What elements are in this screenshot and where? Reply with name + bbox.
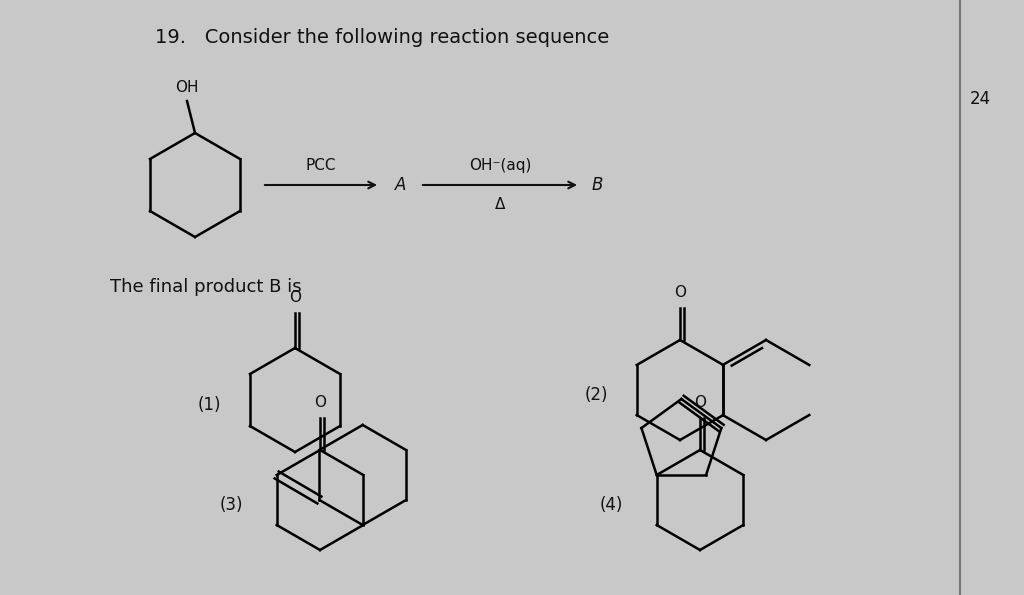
- Text: (4): (4): [600, 496, 624, 514]
- Text: B: B: [592, 176, 603, 194]
- Text: O: O: [314, 395, 326, 410]
- Text: O: O: [694, 395, 706, 410]
- Text: OH⁻(aq): OH⁻(aq): [469, 158, 531, 173]
- Text: OH: OH: [175, 80, 199, 95]
- Text: A: A: [395, 176, 407, 194]
- Text: O: O: [289, 290, 301, 305]
- Text: PCC: PCC: [306, 158, 336, 173]
- Text: 24: 24: [970, 90, 991, 108]
- Text: Δ: Δ: [495, 197, 505, 212]
- Text: (3): (3): [220, 496, 244, 514]
- Text: The final product B is: The final product B is: [110, 278, 302, 296]
- Text: (2): (2): [585, 386, 608, 404]
- Text: O: O: [674, 285, 686, 300]
- Text: (1): (1): [198, 396, 221, 414]
- Text: 19.   Consider the following reaction sequence: 19. Consider the following reaction sequ…: [155, 28, 609, 47]
